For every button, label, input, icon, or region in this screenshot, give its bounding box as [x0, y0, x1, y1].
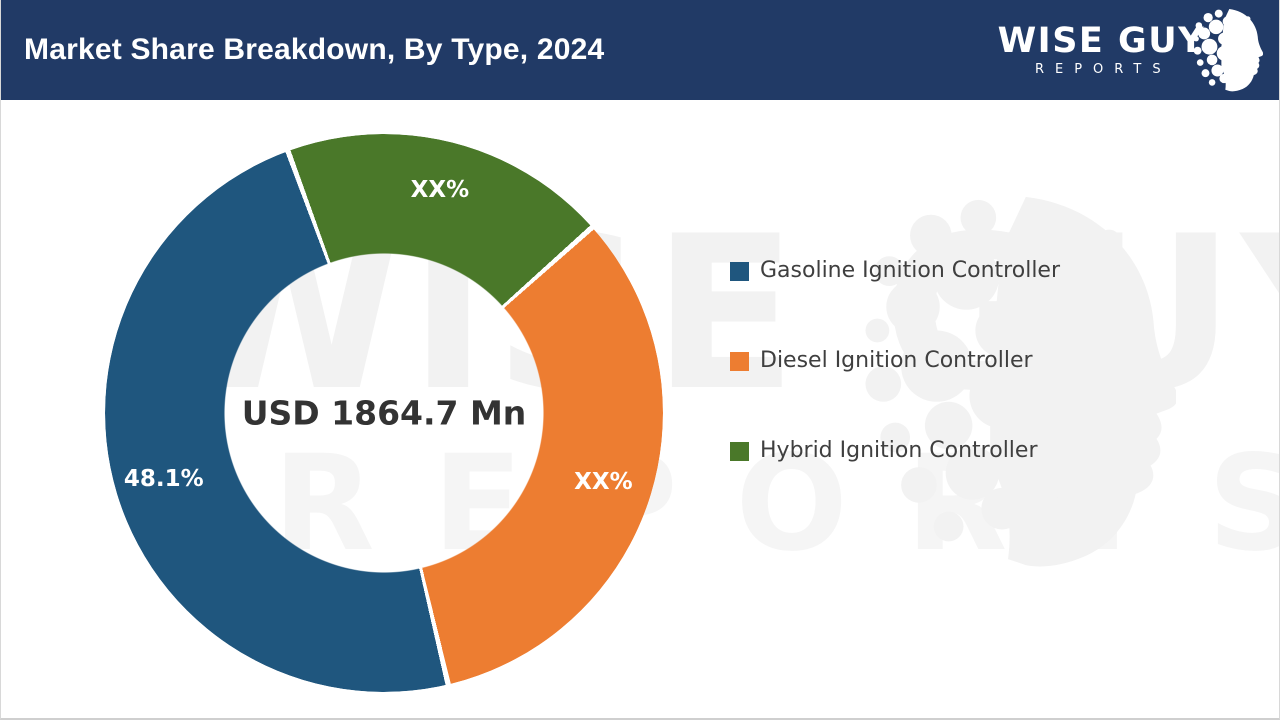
legend-label-gasoline: Gasoline Ignition Controller — [760, 258, 1061, 283]
donut-center-value: USD 1864.7 Mn — [241, 393, 527, 433]
legend-swatch-hybrid — [730, 441, 749, 461]
slice-label-gasoline: 48.1% — [123, 466, 204, 493]
logo-subtitle: REPORTS — [1034, 62, 1172, 77]
page-title: Market Share Breakdown, By Type, 2024 — [24, 33, 605, 66]
chart-legend: Gasoline Ignition Controller Diesel Igni… — [730, 258, 1060, 464]
legend-item-diesel: Diesel Ignition Controller — [730, 348, 1060, 374]
legend-swatch-gasoline — [730, 261, 749, 281]
donut-chart: 48.1% XX% XX% USD 1864.7 Mn — [105, 134, 663, 692]
face-profile-icon — [1189, 7, 1263, 93]
legend-item-gasoline: Gasoline Ignition Controller — [730, 258, 1060, 284]
slice-label-diesel: XX% — [574, 469, 633, 496]
legend-swatch-diesel — [730, 351, 749, 371]
donut-ring — [105, 134, 663, 692]
logo-text: WISE GUY REPORTS — [997, 21, 1205, 77]
wise-guy-logo: WISE GUY REPORTS — [998, 7, 1263, 93]
legend-label-hybrid: Hybrid Ignition Controller — [760, 438, 1038, 463]
header-bar: Market Share Breakdown, By Type, 2024 WI… — [1, 0, 1279, 100]
legend-item-hybrid: Hybrid Ignition Controller — [730, 438, 1060, 464]
slice-label-hybrid: XX% — [410, 176, 470, 203]
legend-label-diesel: Diesel Ignition Controller — [760, 348, 1033, 373]
logo-wordmark: WISE GUY — [997, 21, 1205, 61]
